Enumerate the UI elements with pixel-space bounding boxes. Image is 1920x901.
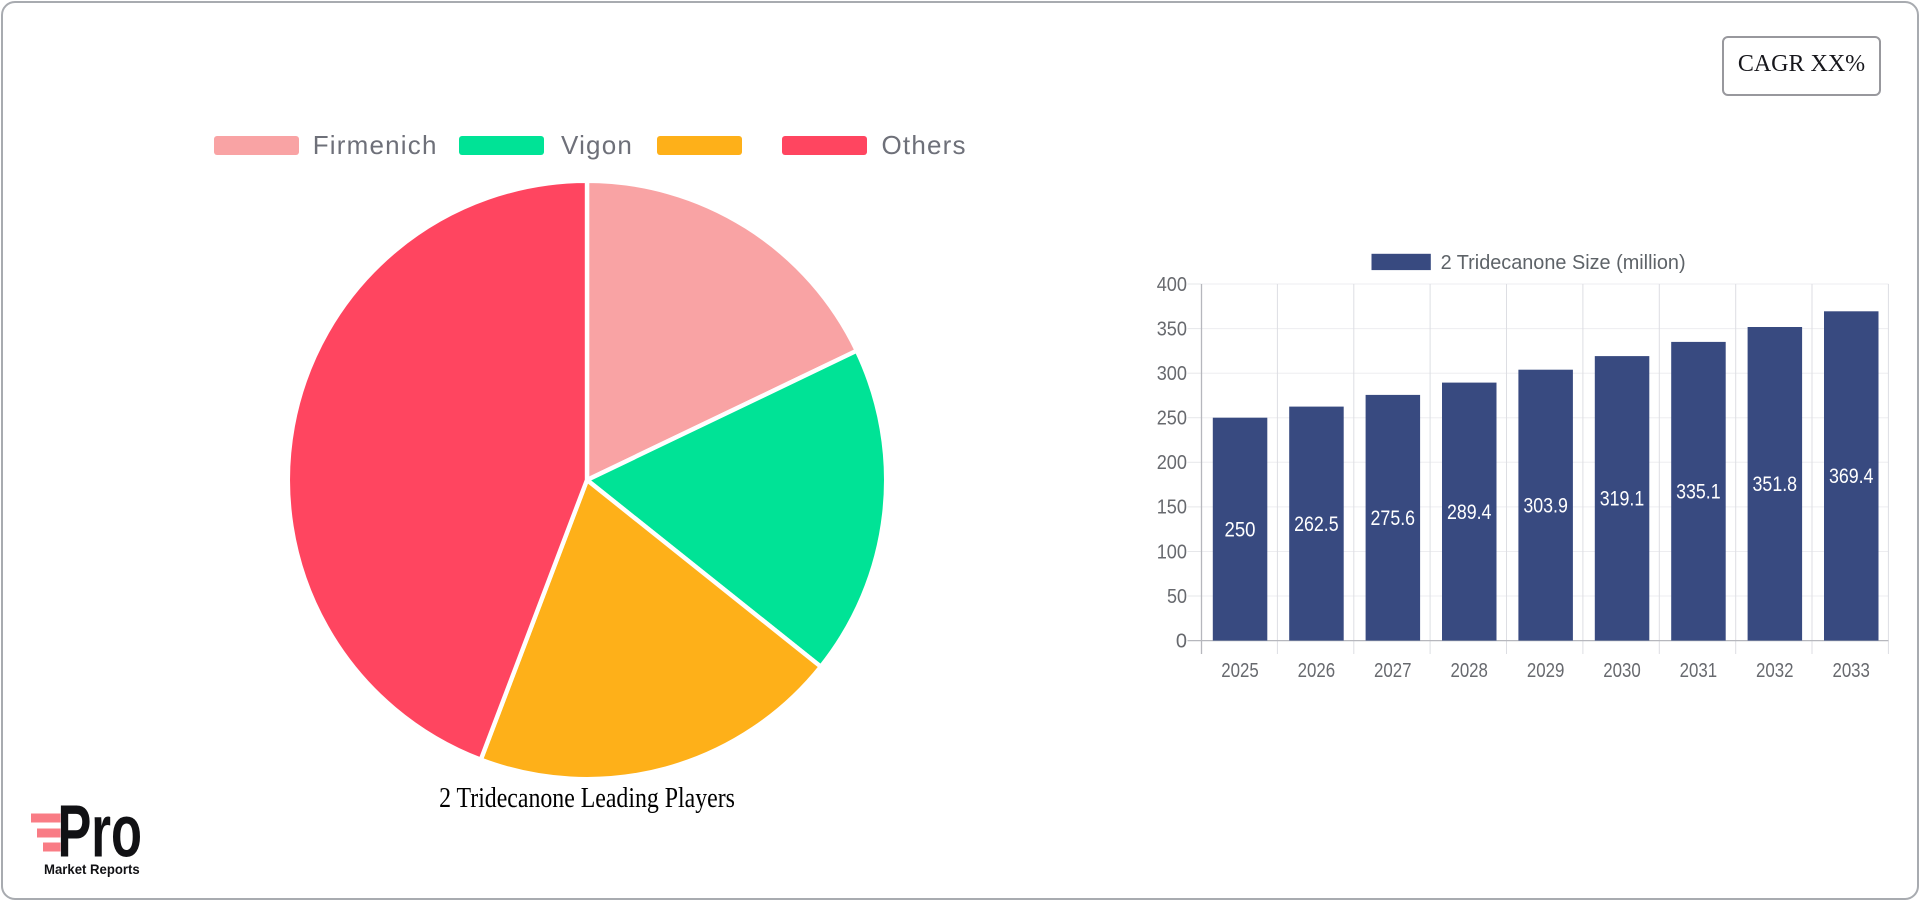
- svg-text:369.4: 369.4: [1829, 465, 1874, 488]
- svg-text:2032: 2032: [1756, 660, 1794, 682]
- svg-text:289.4: 289.4: [1447, 501, 1492, 524]
- svg-text:319.1: 319.1: [1600, 488, 1645, 511]
- svg-text:2 Tridecanone Size (million): 2 Tridecanone Size (million): [1441, 252, 1686, 274]
- svg-text:50: 50: [1167, 586, 1187, 608]
- svg-text:250: 250: [1225, 518, 1256, 541]
- svg-text:250: 250: [1157, 408, 1187, 430]
- svg-text:2025: 2025: [1221, 660, 1259, 682]
- svg-text:2028: 2028: [1450, 660, 1488, 682]
- svg-text:150: 150: [1157, 497, 1187, 519]
- svg-text:2029: 2029: [1527, 660, 1565, 682]
- svg-text:2026: 2026: [1298, 660, 1336, 682]
- svg-text:335.1: 335.1: [1676, 480, 1721, 503]
- svg-text:2031: 2031: [1680, 660, 1718, 682]
- svg-text:Market Reports: Market Reports: [44, 862, 140, 877]
- svg-text:350: 350: [1157, 318, 1187, 340]
- svg-text:303.9: 303.9: [1523, 494, 1568, 517]
- svg-text:262.5: 262.5: [1294, 513, 1339, 536]
- svg-text:Pro: Pro: [58, 791, 142, 873]
- svg-text:300: 300: [1157, 363, 1187, 385]
- svg-text:2033: 2033: [1832, 660, 1870, 682]
- svg-text:2030: 2030: [1603, 660, 1641, 682]
- svg-text:400: 400: [1157, 274, 1187, 296]
- svg-text:200: 200: [1157, 452, 1187, 474]
- svg-text:0: 0: [1176, 630, 1187, 652]
- svg-text:351.8: 351.8: [1753, 473, 1798, 496]
- svg-text:100: 100: [1157, 541, 1187, 563]
- svg-text:275.6: 275.6: [1371, 507, 1416, 530]
- svg-text:2027: 2027: [1374, 660, 1412, 682]
